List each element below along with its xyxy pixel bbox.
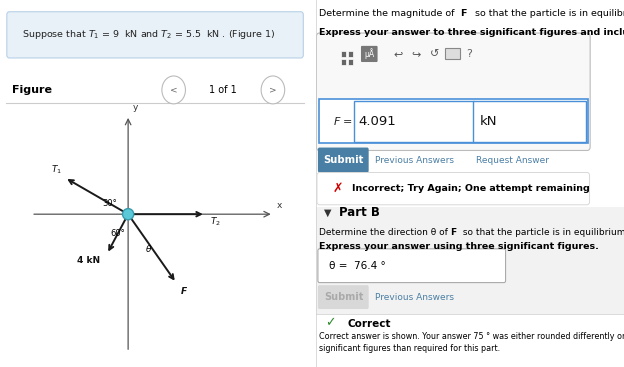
Text: $F$ =: $F$ =	[333, 115, 353, 127]
Text: so that the particle is in equilibrium.: so that the particle is in equilibrium.	[460, 228, 624, 237]
FancyBboxPatch shape	[341, 59, 346, 65]
Text: ↩: ↩	[393, 49, 402, 59]
Text: F: F	[450, 228, 456, 237]
Bar	[316, 207, 624, 367]
Text: 30°: 30°	[102, 199, 117, 208]
Circle shape	[122, 208, 134, 220]
FancyBboxPatch shape	[472, 101, 586, 142]
Text: Determine the magnitude of: Determine the magnitude of	[319, 9, 458, 18]
Text: Express your answer to three significant figures and include the appropriate uni: Express your answer to three significant…	[319, 28, 624, 37]
FancyBboxPatch shape	[361, 46, 378, 62]
Text: ?: ?	[466, 49, 472, 59]
FancyBboxPatch shape	[348, 51, 353, 57]
FancyBboxPatch shape	[445, 48, 460, 59]
Circle shape	[261, 76, 285, 104]
Text: 4.091: 4.091	[358, 115, 396, 128]
Text: Part B: Part B	[339, 206, 380, 219]
Text: Determine the direction θ of: Determine the direction θ of	[319, 228, 451, 237]
FancyBboxPatch shape	[318, 285, 369, 309]
Text: ↪: ↪	[412, 49, 421, 59]
Text: $T_1$: $T_1$	[51, 164, 62, 176]
Text: Incorrect; Try Again; One attempt remaining: Incorrect; Try Again; One attempt remain…	[352, 184, 590, 193]
Text: y: y	[132, 103, 138, 112]
Text: μÅ: μÅ	[364, 48, 374, 59]
Text: Previous Answers: Previous Answers	[375, 293, 454, 302]
Circle shape	[162, 76, 185, 104]
FancyBboxPatch shape	[354, 101, 474, 142]
Text: $T_2$: $T_2$	[210, 215, 221, 228]
FancyBboxPatch shape	[317, 172, 590, 205]
Text: significant figures than required for this part.: significant figures than required for th…	[319, 344, 500, 353]
Text: θ =  76.4 °: θ = 76.4 °	[329, 261, 386, 271]
Text: x: x	[277, 201, 282, 210]
Text: so that the particle is in equilibrium.: so that the particle is in equilibrium.	[472, 9, 624, 18]
Text: Figure: Figure	[12, 85, 52, 95]
FancyBboxPatch shape	[7, 12, 303, 58]
FancyBboxPatch shape	[319, 99, 588, 143]
Text: kN: kN	[479, 115, 497, 128]
Bar	[316, 314, 624, 367]
Text: >: >	[269, 86, 276, 94]
Text: ✗: ✗	[333, 182, 343, 195]
FancyBboxPatch shape	[341, 51, 346, 57]
FancyBboxPatch shape	[318, 249, 505, 283]
Text: Correct answer is shown. Your answer 75 ° was either rounded differently or used: Correct answer is shown. Your answer 75 …	[319, 332, 624, 341]
FancyBboxPatch shape	[316, 33, 590, 150]
Text: Correct: Correct	[347, 319, 391, 329]
FancyBboxPatch shape	[318, 148, 369, 172]
Text: Previous Answers: Previous Answers	[375, 156, 454, 164]
Text: F: F	[461, 9, 467, 18]
Text: Request Answer: Request Answer	[476, 156, 549, 164]
Text: 4 kN: 4 kN	[77, 256, 100, 265]
Text: Submit: Submit	[324, 292, 363, 302]
Text: ↺: ↺	[430, 49, 439, 59]
Text: Express your answer using three significant figures.: Express your answer using three signific…	[319, 242, 599, 251]
Text: <: <	[170, 86, 177, 94]
FancyBboxPatch shape	[348, 59, 353, 65]
Text: 60°: 60°	[110, 229, 125, 238]
Text: ▼: ▼	[324, 208, 331, 218]
Text: Suppose that $T_1$ = 9  kN and $T_2$ = 5.5  kN . (Figure 1): Suppose that $T_1$ = 9 kN and $T_2$ = 5.…	[22, 28, 275, 41]
Text: Submit: Submit	[323, 155, 364, 165]
Text: ✓: ✓	[326, 316, 336, 330]
Text: F: F	[181, 287, 187, 296]
Text: 1 of 1: 1 of 1	[210, 85, 237, 95]
Text: θ: θ	[146, 245, 152, 254]
